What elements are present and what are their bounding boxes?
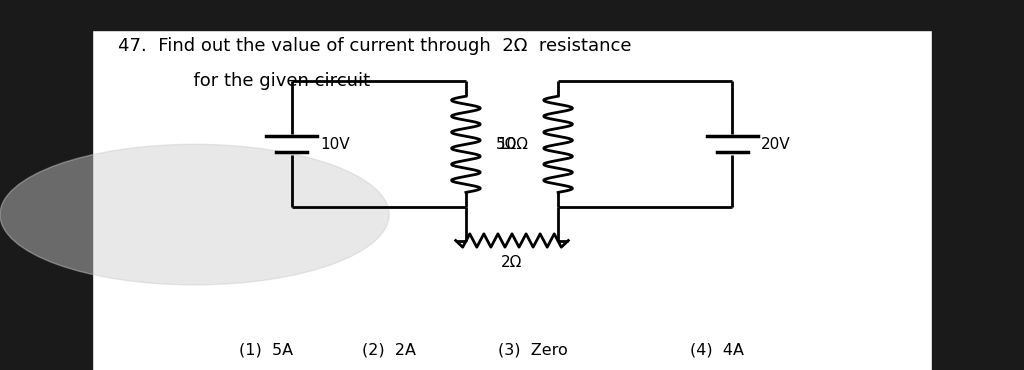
Text: 10V: 10V <box>321 137 350 152</box>
Text: 20V: 20V <box>761 137 791 152</box>
Bar <box>0 0 92 370</box>
Text: 2Ω: 2Ω <box>502 255 522 270</box>
Bar <box>92 0 932 30</box>
Text: (4)  4A: (4) 4A <box>690 342 743 357</box>
Text: for the given circuit: for the given circuit <box>159 73 370 90</box>
Circle shape <box>0 144 389 285</box>
Text: 47.  Find out the value of current through  2Ω  resistance: 47. Find out the value of current throug… <box>118 37 631 55</box>
Bar <box>932 0 1024 370</box>
Text: (1)  5A: (1) 5A <box>240 342 293 357</box>
Text: (3)  Zero: (3) Zero <box>498 342 567 357</box>
Text: (2)  2A: (2) 2A <box>362 342 416 357</box>
Text: 10Ω: 10Ω <box>498 137 528 152</box>
Text: 5Ω: 5Ω <box>496 137 517 152</box>
